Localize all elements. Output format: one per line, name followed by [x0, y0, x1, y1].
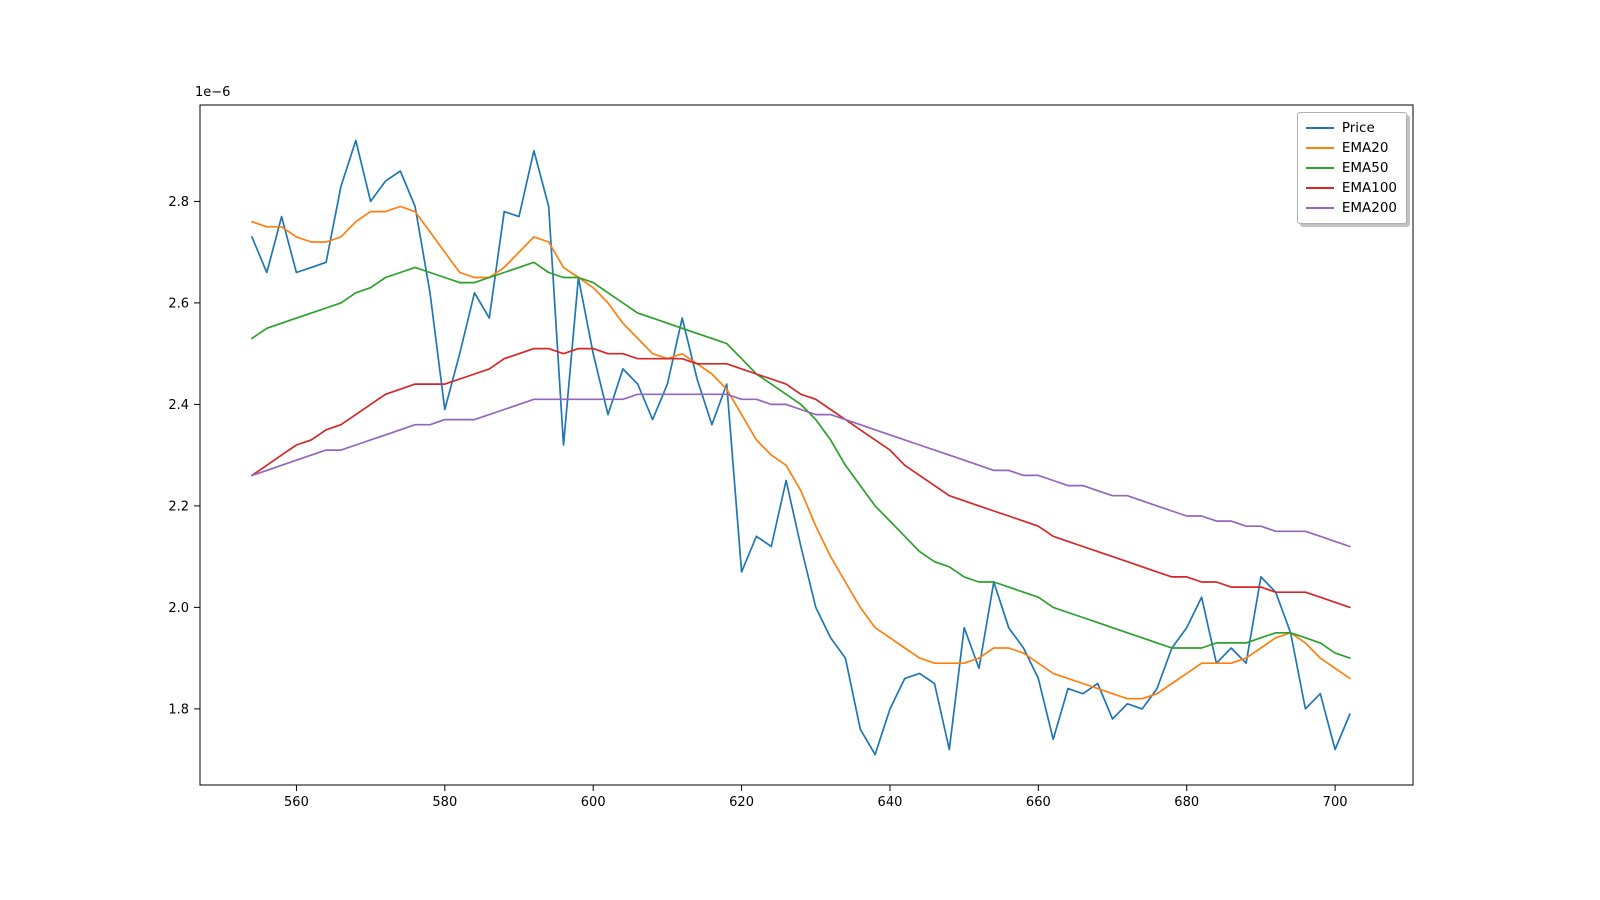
y-tick-label: 2.6: [168, 296, 189, 311]
legend-line-sample-ema50: [1305, 167, 1334, 169]
series-line-ema100: [251, 347, 1351, 609]
series-line-ema200: [251, 393, 1351, 548]
x-tick-label: 700: [1323, 795, 1348, 810]
y-tick-label: 2.4: [168, 398, 189, 413]
x-tick-label: 680: [1174, 795, 1199, 810]
y-tick-label: 1.8: [168, 702, 189, 717]
legend-entry-ema20: EMA20: [1305, 138, 1397, 158]
y-tick-label: 2.0: [168, 601, 189, 616]
x-tick-label: 660: [1026, 795, 1051, 810]
series-line-ema50: [251, 261, 1351, 659]
legend-label-price: Price: [1341, 120, 1375, 136]
legend-label-ema100: EMA100: [1341, 180, 1397, 196]
legend-label-ema20: EMA20: [1341, 140, 1389, 156]
legend-line-sample-ema200: [1305, 207, 1334, 209]
legend-line-sample-ema20: [1305, 147, 1334, 149]
legend-entry-ema50: EMA50: [1305, 158, 1397, 178]
x-tick-label: 580: [432, 795, 457, 810]
legend-box: Price EMA20 EMA50 EMA100 EMA200: [1296, 112, 1407, 224]
legend-label-ema200: EMA200: [1341, 200, 1397, 216]
legend-entry-price: Price: [1305, 118, 1397, 138]
x-tick-label: 640: [878, 795, 903, 810]
legend-entry-ema200: EMA200: [1305, 198, 1397, 218]
legend-line-sample-price: [1305, 127, 1334, 129]
y-tick-label: 2.8: [168, 195, 189, 210]
x-tick-label: 620: [729, 795, 754, 810]
legend-entry-ema100: EMA100: [1305, 178, 1397, 198]
series-line-price: [251, 139, 1351, 756]
y-tick-label: 2.2: [168, 499, 189, 514]
legend-line-sample-ema100: [1305, 187, 1334, 189]
legend-label-ema50: EMA50: [1341, 160, 1389, 176]
series-line-ema20: [251, 205, 1351, 700]
x-tick-label: 560: [284, 795, 309, 810]
axes-frame: [199, 104, 1414, 786]
y-axis-offset-label: 1e−6: [195, 85, 230, 100]
x-tick-label: 600: [581, 795, 606, 810]
